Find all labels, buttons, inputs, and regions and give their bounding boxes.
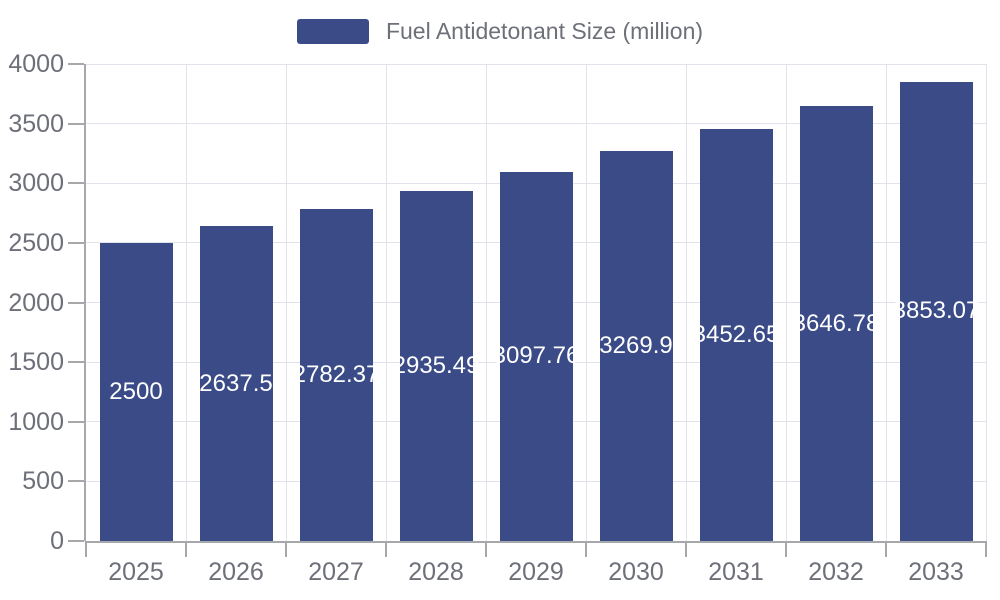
bar (399, 190, 473, 541)
y-axis-tick (68, 122, 84, 125)
bar (299, 209, 373, 541)
y-axis-line (84, 64, 86, 541)
bar-value-label: 2637.5 (199, 369, 273, 397)
y-axis-tick-label: 3000 (8, 169, 64, 198)
x-axis-tick (885, 541, 887, 557)
gridline-vertical (185, 64, 187, 541)
y-axis-tick-label: 2000 (8, 288, 64, 317)
y-axis-tick (68, 241, 84, 244)
y-axis-tick-label: 1500 (8, 348, 64, 377)
y-axis-tick (68, 182, 84, 185)
x-axis-tick-label: 2028 (408, 558, 464, 586)
x-axis-line (86, 541, 986, 543)
x-axis-tick (685, 541, 687, 557)
x-axis-tick-label: 2031 (708, 558, 764, 586)
legend-item[interactable]: Fuel Antidetonant Size (million) (296, 17, 704, 45)
y-axis-tick (68, 63, 84, 65)
y-axis-tick (68, 480, 84, 483)
gridline-horizontal (86, 123, 986, 125)
x-axis-tick (285, 541, 287, 557)
x-axis-tick (985, 541, 987, 557)
x-axis-tick-label: 2032 (808, 558, 864, 586)
gridline-vertical (585, 64, 587, 541)
y-axis-tick (68, 540, 84, 542)
gridline-vertical (785, 64, 787, 541)
y-axis-tick-label: 500 (22, 467, 64, 496)
bar-value-label: 2935.49 (392, 351, 480, 379)
gridline-vertical (885, 64, 887, 541)
bar (99, 242, 173, 541)
gridline-horizontal (86, 63, 986, 65)
legend: Fuel Antidetonant Size (million) (0, 17, 1000, 45)
gridline-vertical (385, 64, 387, 541)
bar (499, 171, 573, 541)
gridline-vertical (685, 64, 687, 541)
x-axis-tick-label: 2025 (108, 558, 164, 586)
bar-value-label: 3269.9 (599, 332, 673, 360)
x-axis-tick (785, 541, 787, 557)
x-axis-tick-label: 2030 (608, 558, 664, 586)
gridline-vertical (985, 64, 987, 541)
legend-label: Fuel Antidetonant Size (million) (385, 18, 704, 44)
bar (899, 81, 973, 541)
x-axis-tick (485, 541, 487, 557)
gridline-vertical (285, 64, 287, 541)
bar (799, 106, 873, 541)
gridline-vertical (485, 64, 487, 541)
y-axis-tick (68, 361, 84, 364)
bar (199, 226, 273, 541)
legend-marker-icon (296, 18, 369, 44)
bar (599, 151, 673, 541)
bar (699, 129, 773, 541)
y-axis-tick-label: 2500 (8, 228, 64, 257)
y-axis-tick-label: 4000 (8, 50, 64, 78)
x-axis-tick (585, 541, 587, 557)
x-axis-tick-label: 2026 (208, 558, 264, 586)
x-axis-tick (385, 541, 387, 557)
y-axis-tick (68, 301, 84, 304)
plot-area: 2500 2637.5 2782.37 2935.49 3097.76 3269.9 345… (8, 50, 987, 586)
y-axis-tick-label: 0 (50, 527, 64, 555)
bar-value-label: 2782.37 (292, 361, 380, 389)
x-axis-tick-label: 2027 (308, 558, 364, 586)
y-axis-tick-label: 1000 (8, 407, 64, 436)
x-axis-tick (185, 541, 187, 557)
bar-value-label: 3452.65 (692, 321, 780, 349)
bar-value-label: 3097.76 (492, 342, 580, 370)
x-axis-tick-label: 2029 (508, 558, 564, 586)
bar-value-label: 3646.78 (792, 309, 880, 337)
y-axis-tick-label: 3500 (8, 109, 64, 138)
x-axis-tick (85, 541, 87, 557)
x-axis-tick-label: 2033 (908, 558, 964, 586)
y-axis-tick (68, 420, 84, 423)
bar-value-label: 2500 (109, 377, 163, 405)
bar-value-label: 3853.07 (892, 297, 980, 325)
